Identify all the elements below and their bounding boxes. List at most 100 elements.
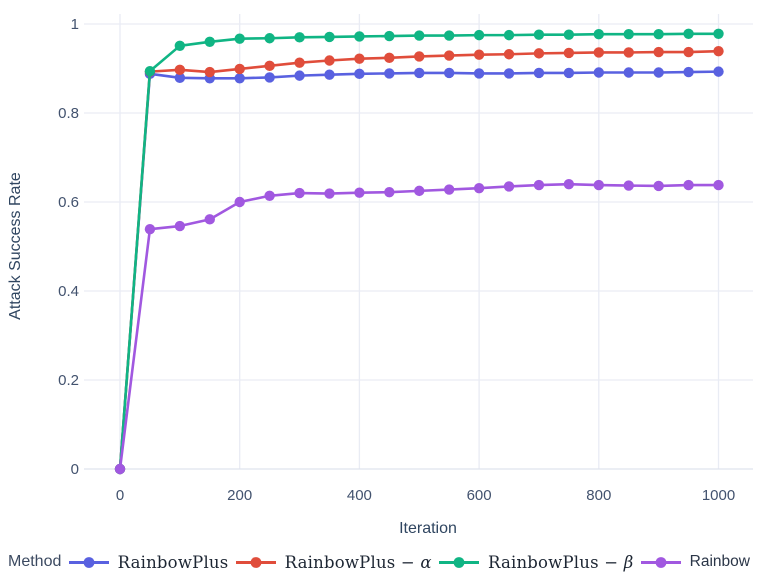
- data-point-marker: [683, 46, 694, 58]
- data-point-marker: [443, 50, 455, 61]
- series-line-rainbow: [118, 182, 720, 471]
- data-point-marker: [713, 45, 724, 57]
- legend-swatch-dot: [250, 556, 262, 568]
- data-point-marker: [264, 190, 275, 201]
- data-point-marker: [324, 55, 335, 66]
- x-axis-tick-labels: 0 200 400 600 800 1000: [116, 487, 735, 504]
- series-line-rainbowplus: [118, 32, 720, 471]
- data-point-marker: [144, 65, 156, 77]
- data-point-marker: [683, 179, 694, 191]
- data-point-marker: [264, 33, 275, 44]
- data-point-marker: [653, 46, 664, 58]
- data-point-marker: [713, 66, 724, 77]
- line-chart-canvas: 0 0.2 0.4 0.6 0.8 1 0 200 400 600 800 1000 Iterati…: [7, 14, 753, 537]
- data-point-marker: [623, 67, 634, 78]
- data-point-marker: [593, 29, 604, 40]
- data-point-marker: [533, 67, 545, 79]
- y-tick-label: 0: [71, 461, 79, 478]
- data-point-marker: [473, 49, 485, 60]
- data-point-marker: [443, 67, 455, 79]
- data-point-marker: [354, 31, 365, 42]
- data-point-marker: [683, 28, 694, 39]
- data-point-marker: [563, 67, 575, 79]
- data-point-marker: [354, 187, 365, 198]
- series-rainbowplus: [114, 66, 724, 475]
- x-tick-label: 1000: [702, 487, 735, 504]
- legend-item-rainbowplus[interactable]: RainbowPlus − α: [234, 553, 432, 572]
- data-point-marker: [264, 72, 275, 83]
- data-point-marker: [414, 51, 425, 62]
- y-tick-label: 1: [71, 16, 79, 33]
- data-point-marker: [354, 68, 365, 80]
- legend-label-rainbowplus: RainbowPlus: [117, 552, 229, 572]
- data-point-marker: [683, 66, 694, 78]
- data-point-marker: [473, 183, 485, 194]
- data-point-marker: [174, 220, 186, 232]
- data-point-marker: [653, 180, 664, 192]
- data-point-marker: [294, 32, 305, 43]
- data-point-marker: [473, 29, 485, 41]
- data-point-marker: [533, 48, 545, 59]
- data-point-marker: [563, 179, 575, 190]
- y-axis-tick-labels: 0 0.2 0.4 0.6 0.8 1: [58, 16, 79, 478]
- data-point-marker: [713, 179, 724, 191]
- data-point-marker: [204, 214, 215, 225]
- data-point-marker: [623, 180, 634, 191]
- data-point-marker: [443, 30, 455, 41]
- data-point-marker: [593, 67, 604, 78]
- data-point-marker: [563, 29, 575, 40]
- data-point-marker: [204, 36, 215, 47]
- legend-swatch-line-dot-icon: [235, 556, 276, 568]
- data-point-marker: [473, 68, 485, 79]
- data-point-marker: [234, 63, 245, 75]
- data-point-marker: [503, 68, 515, 79]
- legend-item-rainbowplus[interactable]: RainbowPlus − β: [437, 553, 634, 572]
- legend-swatch-line-dot-icon: [640, 556, 681, 568]
- data-point-marker: [533, 179, 545, 191]
- data-point-marker: [204, 66, 215, 78]
- legend-swatch-line-dot-icon: [438, 556, 479, 568]
- data-point-marker: [653, 29, 664, 40]
- data-point-marker: [234, 196, 245, 208]
- data-point-marker: [114, 463, 126, 475]
- x-axis-title: Iteration: [399, 520, 457, 537]
- y-tick-label: 0.6: [58, 194, 79, 211]
- data-point-marker: [144, 223, 156, 235]
- data-point-marker: [234, 73, 245, 84]
- data-point-marker: [174, 40, 186, 52]
- data-point-marker: [384, 187, 395, 198]
- data-point-marker: [174, 72, 186, 84]
- data-point-marker: [354, 53, 365, 64]
- data-point-marker: [294, 57, 305, 68]
- data-point-marker: [623, 29, 634, 40]
- legend-swatch-dot: [453, 556, 465, 568]
- data-point-marker: [324, 31, 335, 43]
- data-point-marker: [503, 49, 515, 60]
- y-tick-label: 0.2: [58, 372, 79, 389]
- y-tick-label: 0.8: [58, 105, 79, 122]
- data-point-marker: [294, 187, 305, 199]
- series-rainbow: [114, 179, 724, 475]
- x-tick-label: 800: [586, 487, 611, 504]
- data-point-marker: [384, 30, 395, 42]
- legend-swatch-dot: [83, 556, 94, 568]
- data-point-marker: [623, 47, 634, 58]
- series-line-rainbowplus: [118, 70, 720, 471]
- data-point-marker: [324, 69, 335, 80]
- data-point-marker: [533, 29, 545, 40]
- data-point-marker: [384, 52, 395, 64]
- legend-label-rainbowplus: RainbowPlus − α: [284, 552, 432, 572]
- series-rainbowplus: [114, 28, 724, 475]
- data-series: [114, 28, 724, 475]
- data-point-marker: [443, 184, 455, 195]
- data-point-marker: [174, 64, 186, 76]
- legend-item-rainbow[interactable]: Rainbow: [639, 553, 750, 571]
- data-point-marker: [294, 70, 305, 81]
- series-rainbowplus: [114, 45, 724, 475]
- data-point-marker: [593, 179, 604, 191]
- data-point-marker: [234, 33, 245, 44]
- legend-label-rainbow: Rainbow: [689, 553, 750, 570]
- legend-item-rainbowplus[interactable]: RainbowPlus: [67, 553, 229, 572]
- data-point-marker: [503, 181, 515, 192]
